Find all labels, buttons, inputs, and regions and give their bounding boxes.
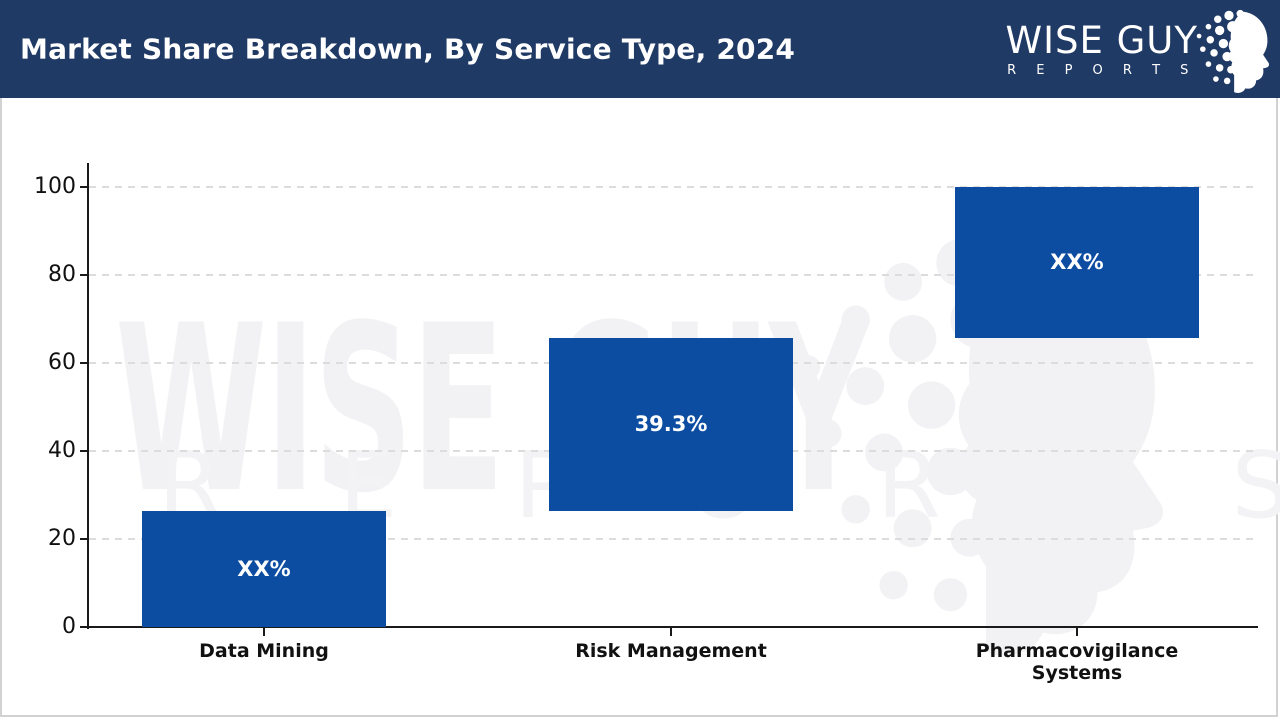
x-tick-mark bbox=[670, 628, 672, 636]
y-tick-label: 20 bbox=[48, 526, 76, 551]
wise-guy-logo: WISE GUY R E P O R T S bbox=[1006, 4, 1270, 94]
y-tick-mark bbox=[80, 274, 88, 276]
y-gridline bbox=[89, 274, 1257, 276]
y-gridline bbox=[89, 186, 1257, 188]
y-tick-mark bbox=[80, 362, 88, 364]
y-tick-mark bbox=[80, 186, 88, 188]
y-tick-label: 80 bbox=[48, 262, 76, 287]
logo-subtext: R E P O R T S bbox=[1007, 62, 1197, 78]
x-category-label: Data Mining bbox=[199, 640, 329, 662]
x-category-label: Risk Management bbox=[575, 640, 767, 662]
header: Market Share Breakdown, By Service Type,… bbox=[0, 0, 1280, 98]
x-category-label: Pharmacovigilance Systems bbox=[975, 640, 1179, 684]
page-title: Market Share Breakdown, By Service Type,… bbox=[20, 32, 796, 66]
y-tick-label: 60 bbox=[48, 350, 76, 375]
y-tick-label: 40 bbox=[48, 438, 76, 463]
logo-text: WISE GUY R E P O R T S bbox=[1005, 19, 1198, 78]
y-tick-mark bbox=[80, 626, 88, 628]
bar-risk-management bbox=[549, 337, 793, 511]
x-tick-mark bbox=[263, 628, 265, 636]
bar-value-label: XX% bbox=[1050, 250, 1104, 275]
y-axis-line bbox=[87, 163, 89, 629]
x-tick-mark bbox=[1076, 628, 1078, 636]
logo-face-icon bbox=[1196, 9, 1270, 93]
bar-value-label: 39.3% bbox=[634, 412, 708, 437]
logo-wordmark: WISE GUY bbox=[1005, 19, 1198, 62]
y-gridline bbox=[89, 538, 1257, 540]
bar-data-mining bbox=[142, 510, 386, 627]
x-axis-line bbox=[87, 626, 1258, 628]
bar-value-label: XX% bbox=[237, 556, 291, 581]
y-tick-label: 0 bbox=[62, 614, 76, 639]
y-tick-mark bbox=[80, 450, 88, 452]
y-tick-label: 100 bbox=[34, 174, 76, 199]
y-tick-mark bbox=[80, 538, 88, 540]
